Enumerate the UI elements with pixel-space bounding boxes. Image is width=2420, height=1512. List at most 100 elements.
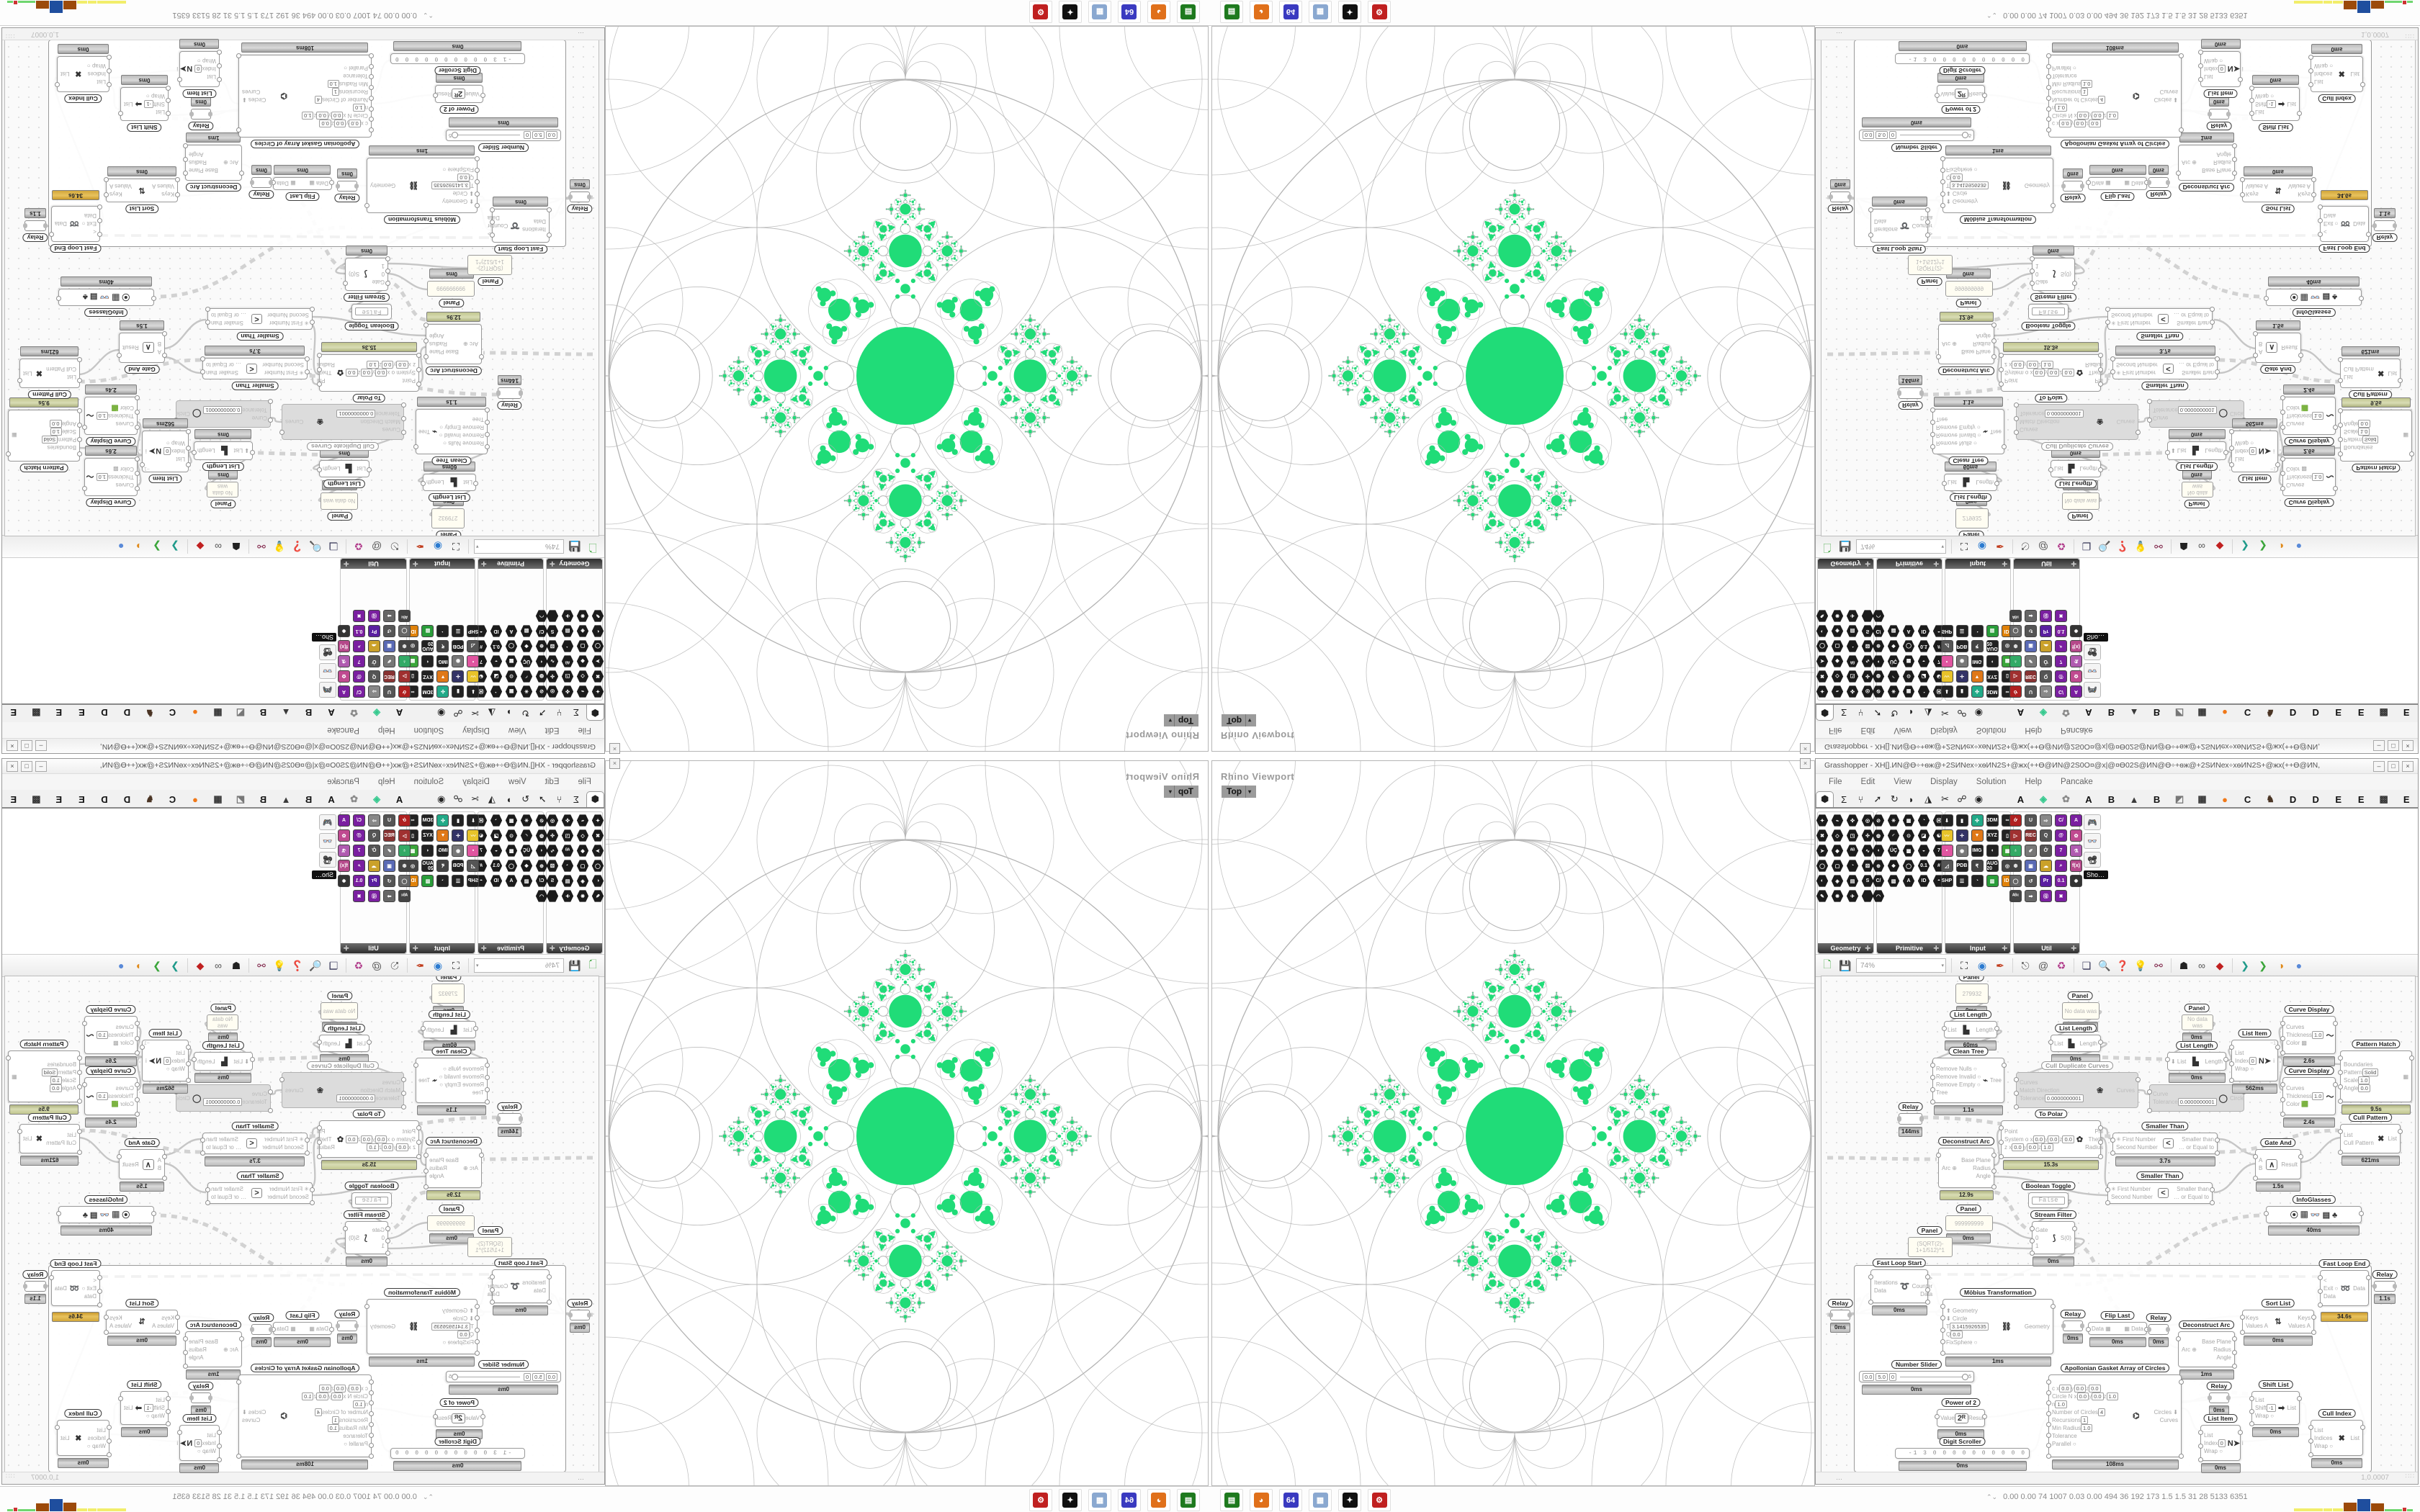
- gh-node-deconstruct-arc[interactable]: Deconstruct Arc Arc ⊕ Base Plane Radius Angl…: [2176, 132, 2237, 192]
- component-icon[interactable]: ✖: [2055, 610, 2067, 622]
- gh-node-boolean-toggle[interactable]: Boolean Toggle False: [344, 1182, 399, 1208]
- close-button[interactable]: ×: [6, 761, 18, 772]
- component-icon[interactable]: ◔: [436, 625, 449, 637]
- menu-help[interactable]: Help: [377, 778, 395, 786]
- component-icon[interactable]: ◖: [1873, 655, 1885, 667]
- tab-intersect[interactable]: ✂: [471, 708, 479, 719]
- gh-node-deconstruct-arc[interactable]: Deconstruct Arc Arc ⊕ Base Plane Radius Angl…: [424, 312, 484, 375]
- plugin-tab-11[interactable]: ♞: [145, 708, 154, 719]
- component-icon[interactable]: ◖: [421, 655, 434, 667]
- plugin-tab-3[interactable]: A: [2085, 707, 2092, 718]
- component-icon[interactable]: ◎: [547, 685, 559, 698]
- component-icon[interactable]: ◐: [592, 625, 604, 637]
- component-icon[interactable]: ◔: [1971, 625, 1984, 637]
- component-icon[interactable]: ✖: [592, 670, 604, 683]
- component-icon[interactable]: ✛: [452, 670, 465, 683]
- balloon-blue-icon[interactable]: ●: [2295, 541, 2303, 552]
- component-icon[interactable]: ◿: [467, 640, 480, 652]
- rhino-viewport[interactable]: Rhino Viewport Top ▾: [605, 26, 1209, 752]
- gh-node-clean-tree[interactable]: Clean Tree Remove Nulls ○ Remove Invalid ○…: [1930, 397, 2007, 465]
- component-icon[interactable]: ↺: [2025, 625, 2037, 637]
- plugin-tab-8[interactable]: ▦: [2197, 793, 2207, 804]
- plugin-tab-5[interactable]: ▲: [281, 707, 291, 718]
- menu-view[interactable]: View: [508, 778, 526, 786]
- component-icon[interactable]: ✣: [1861, 829, 1874, 842]
- component-icon[interactable]: Q: [368, 670, 380, 683]
- gh-node-m-bius-transformation[interactable]: Möbius Transformation ⬆ Geometry ⬇ Circle T…: [364, 145, 480, 224]
- component-icon[interactable]: ◈: [577, 875, 589, 887]
- gh-node-relay[interactable]: Relay 0ms: [334, 1310, 360, 1344]
- component-icon[interactable]: ✖: [2055, 890, 2067, 902]
- gh-node-power-of-2[interactable]: Power of 2 Value 2ᴿ Result 0ms: [433, 73, 485, 114]
- component-icon[interactable]: ◖: [1986, 845, 1999, 857]
- palette-group-label[interactable]: Primitive ✛: [1877, 943, 1942, 953]
- plugin-tab-15[interactable]: E: [55, 707, 63, 718]
- minimize-button[interactable]: –: [2373, 761, 2385, 772]
- menu-display[interactable]: Display: [1930, 726, 1958, 734]
- gh-node-m-bius-transformation[interactable]: Möbius Transformation ⬆ Geometry ⬇ Circle T…: [364, 1288, 480, 1367]
- component-icon[interactable]: ◒: [490, 655, 503, 667]
- tab-display[interactable]: ◉: [1974, 793, 1984, 804]
- definition-canvas[interactable]: Panel2799320msList LengthList▙Length60ms…: [1821, 37, 2416, 536]
- gh-node-cull-duplicate-curves[interactable]: Cull Duplicate Curves Curves Match Directi…: [2014, 402, 2141, 451]
- component-icon[interactable]: C/: [2055, 814, 2067, 827]
- component-icon[interactable]: ÜÇ: [1887, 845, 1900, 857]
- gha-icon[interactable]: ♻: [354, 959, 364, 971]
- palette-group-label[interactable]: Primitive ✛: [1877, 559, 1942, 569]
- gh-node-relay[interactable]: Relay 0ms: [567, 179, 593, 213]
- component-icon[interactable]: ◐: [592, 875, 604, 887]
- component-icon[interactable]: ↺: [2025, 875, 2037, 887]
- gh-node-relay[interactable]: Relay 144ms: [1897, 1102, 1924, 1137]
- gh-node-sort-list[interactable]: Sort List Keys Values A ⇅ Keys Values A 0ms: [104, 166, 180, 213]
- plugin-tab-8[interactable]: ▦: [213, 708, 223, 719]
- balloon-teal-icon[interactable]: ❯: [2241, 541, 2249, 553]
- grasshopper-title-bar[interactable]: Grasshopper - XH[].ИN@Ө÷+ѳж@+2SИNех÷хѳИN…: [1816, 759, 2418, 774]
- component-icon[interactable]: Pr: [2040, 875, 2052, 887]
- cluster-icon[interactable]: ☗: [2179, 541, 2189, 553]
- component-icon[interactable]: 3DM: [1986, 685, 1999, 698]
- gh-node-list-length[interactable]: List Length ⬇ List ▙ Length 0ms: [2165, 429, 2228, 471]
- component-icon[interactable]: ⬇: [1940, 814, 1953, 827]
- component-icon[interactable]: ◪: [490, 670, 503, 683]
- gh-node-relay[interactable]: Relay 0ms: [188, 96, 214, 130]
- component-icon[interactable]: ▼: [436, 670, 449, 683]
- gh-node-smaller-than[interactable]: Smaller Than ✳ First Number Second Number <…: [2110, 1122, 2220, 1166]
- component-icon[interactable]: ⇨: [368, 685, 380, 698]
- gha-icon[interactable]: ♻: [354, 541, 364, 553]
- plugin-tab-11[interactable]: ♞: [2266, 793, 2275, 804]
- exit-door-icon[interactable]: ⎋: [390, 959, 399, 971]
- gh-node-relay[interactable]: Relay 0ms: [248, 165, 274, 199]
- menu-display[interactable]: Display: [462, 726, 490, 734]
- tab-vector[interactable]: ➚: [538, 793, 547, 804]
- component-icon[interactable]: ◆: [1832, 655, 1844, 667]
- plugin-tab-11[interactable]: ♞: [145, 793, 154, 804]
- package-icon[interactable]: ❓: [2116, 541, 2129, 553]
- close-button[interactable]: ×: [6, 740, 18, 751]
- zoom-extents-icon[interactable]: ⛶: [1960, 541, 1968, 553]
- plugin-tab-9[interactable]: ●: [2222, 794, 2228, 805]
- component-icon[interactable]: ▣: [2025, 860, 2037, 872]
- component-icon[interactable]: ∿: [1862, 655, 1874, 667]
- balloon-green-icon[interactable]: ❯: [2259, 541, 2267, 553]
- chevron-down-icon[interactable]: ▾: [1166, 786, 1175, 798]
- component-icon[interactable]: ◈: [577, 625, 589, 637]
- component-icon[interactable]: ◔: [490, 685, 503, 698]
- component-icon[interactable]: 🎮: [319, 682, 336, 698]
- component-icon[interactable]: ✣: [436, 685, 449, 698]
- component-icon[interactable]: Q: [2040, 670, 2052, 683]
- dna-icon[interactable]: ⚯: [2154, 959, 2163, 971]
- definition-canvas[interactable]: Panel2799320msList LengthList▙Length60ms…: [4, 37, 599, 536]
- menu-display[interactable]: Display: [462, 778, 490, 786]
- window-icon[interactable]: ❏: [2081, 541, 2092, 553]
- plugin-tab-16[interactable]: ▩: [32, 708, 41, 719]
- viewport-tab-top[interactable]: Top ▾: [1163, 714, 1198, 726]
- balloon-teal-icon[interactable]: ❯: [171, 541, 179, 553]
- component-icon[interactable]: ❋: [1831, 890, 1844, 902]
- component-icon[interactable]: f(x): [2070, 640, 2082, 652]
- viewport-close-button[interactable]: ×: [1800, 758, 1811, 769]
- plugin-tab-16[interactable]: ▩: [2379, 708, 2388, 719]
- balloon-blue-icon[interactable]: ●: [117, 960, 125, 971]
